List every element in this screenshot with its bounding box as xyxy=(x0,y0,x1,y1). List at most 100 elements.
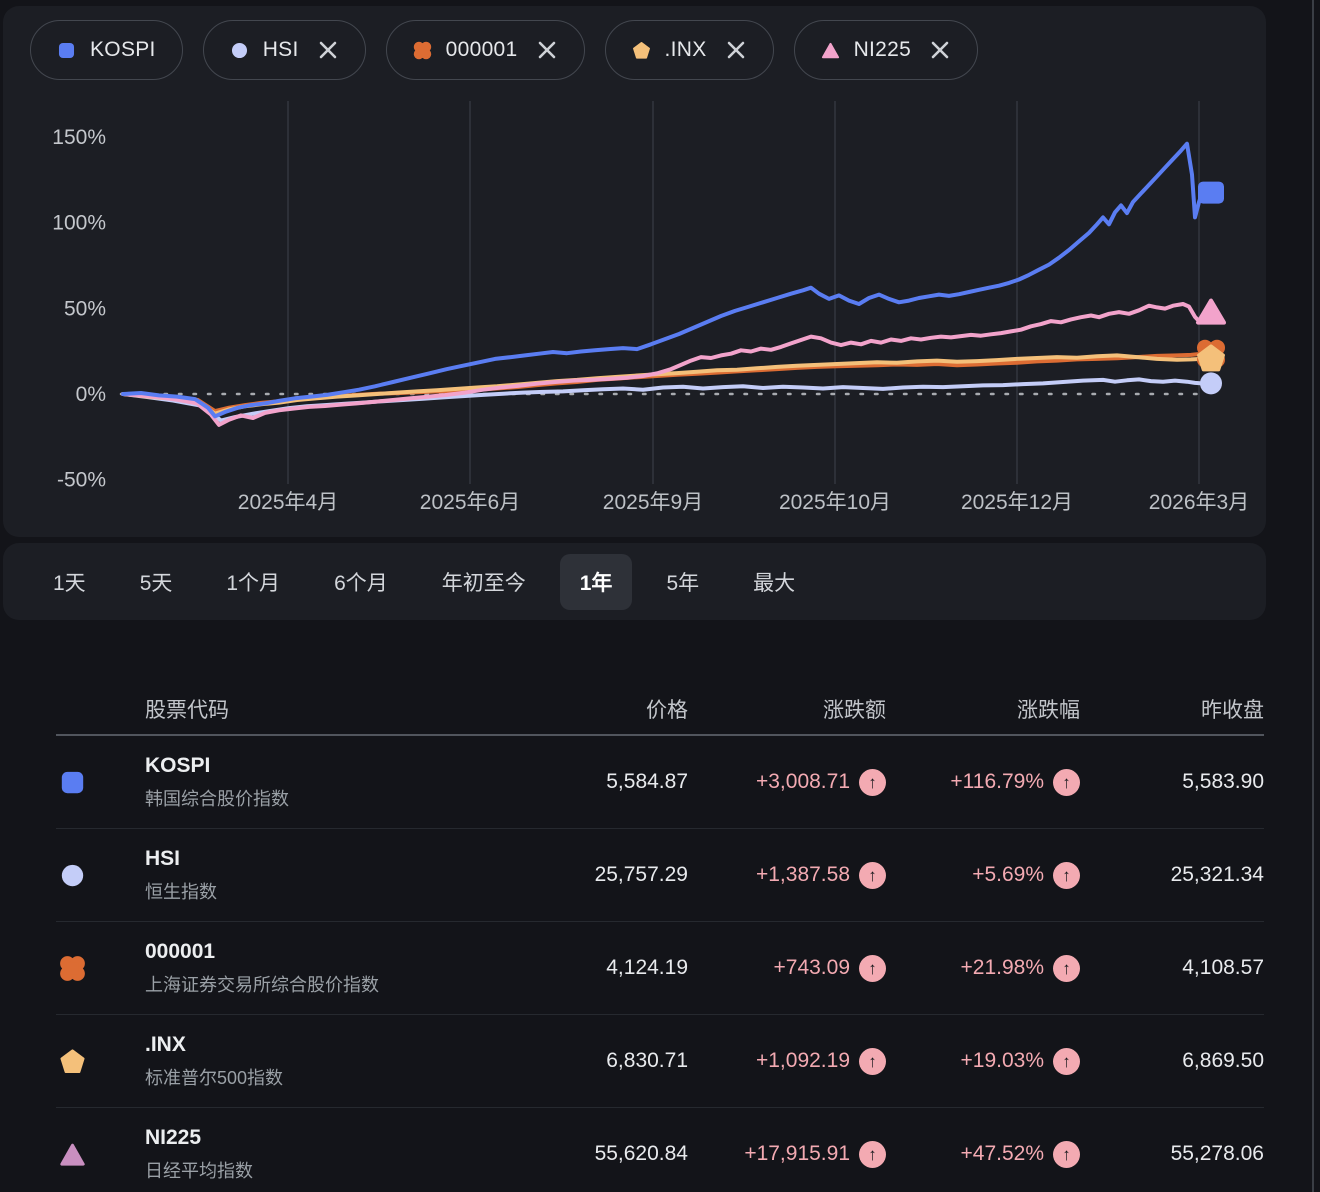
symbol-chip-ni225[interactable]: NI225 xyxy=(793,20,979,80)
close-icon[interactable] xyxy=(317,39,339,61)
time-range-tab-3[interactable]: 1个月 xyxy=(206,554,300,610)
svg-text:2025年9月: 2025年9月 xyxy=(603,491,703,514)
svg-text:-50%: -50% xyxy=(57,469,106,492)
end-marker-circle xyxy=(1200,372,1222,395)
header-prev-close: 昨收盘 xyxy=(1201,698,1264,722)
header-symbol: 股票代码 xyxy=(56,694,518,724)
row-change: +3,008.71 xyxy=(755,770,850,793)
header-price: 价格 xyxy=(646,698,688,722)
time-range-tab-7[interactable]: 5年 xyxy=(646,554,719,610)
square-series-icon xyxy=(56,769,145,796)
pentagon-series-icon xyxy=(632,41,651,60)
clover-series-icon xyxy=(413,41,432,60)
row-index-name: 恒生指数 xyxy=(145,881,217,902)
row-change-pct: +19.03% xyxy=(960,1049,1045,1072)
gridlines xyxy=(287,101,1200,484)
pentagon-series-icon xyxy=(56,1048,145,1075)
symbol-chip-inx[interactable]: .INX xyxy=(604,20,774,80)
row-symbol: NI225 xyxy=(145,1125,202,1149)
row-price: 4,124.19 xyxy=(606,956,688,979)
chip-label: 000001 xyxy=(445,38,518,61)
svg-text:2025年6月: 2025年6月 xyxy=(420,491,520,514)
up-arrow-icon: ↑ xyxy=(859,861,886,889)
up-arrow-icon: ↑ xyxy=(859,1047,886,1075)
row-change-pct: +47.52% xyxy=(960,1142,1045,1165)
row-prev-close: 5,583.90 xyxy=(1182,770,1264,793)
row-symbol: HSI xyxy=(145,846,181,870)
row-change-pct: +116.79% xyxy=(950,770,1044,793)
square-series-icon xyxy=(57,41,76,60)
row-change: +1,387.58 xyxy=(755,863,850,886)
series-line-kospi xyxy=(121,141,1204,419)
end-marker-triangle xyxy=(1196,298,1226,325)
end-marker-square xyxy=(1198,181,1224,204)
chart-panel: KOSPI HSI 000001 .INX NI225 150% 100% 50% 0% -50… xyxy=(3,6,1266,537)
row-change: +743.09 xyxy=(773,956,851,979)
row-prev-close: 4,108.57 xyxy=(1182,956,1264,979)
table-body: KOSPI 韩国综合股价指数 5,584.87 +3,008.71 ↑ +116.79% ↑… xyxy=(56,736,1264,1192)
table-row-hsi[interactable]: HSI 恒生指数 25,757.29 +1,387.58 ↑ +5.69% ↑ 25,321.… xyxy=(56,829,1264,922)
chip-label: KOSPI xyxy=(90,38,156,61)
header-symbol-label: 股票代码 xyxy=(145,698,229,722)
time-range-tab-4[interactable]: 6个月 xyxy=(314,554,408,610)
clover-series-icon xyxy=(56,955,145,982)
symbol-chip-kospi[interactable]: KOSPI xyxy=(30,20,183,80)
time-range-tab-1[interactable]: 1天 xyxy=(33,554,106,610)
up-arrow-icon: ↑ xyxy=(859,1140,886,1168)
row-prev-close: 25,321.34 xyxy=(1170,863,1264,886)
symbol-chip-000001[interactable]: 000001 xyxy=(385,20,585,80)
table-row-000001[interactable]: 000001 上海证券交易所综合股价指数 4,124.19 +743.09 ↑ +21.9… xyxy=(56,922,1264,1015)
chip-label: NI225 xyxy=(853,38,912,61)
svg-text:2025年4月: 2025年4月 xyxy=(238,491,338,514)
row-symbol: 000001 xyxy=(145,939,216,963)
row-index-name: 韩国综合股价指数 xyxy=(145,788,289,809)
table-header: 股票代码 价格 涨跌额 涨跌幅 昨收盘 xyxy=(56,683,1264,736)
row-symbol: KOSPI xyxy=(145,753,211,777)
row-index-name: 标准普尔500指数 xyxy=(145,1067,284,1088)
row-prev-close: 55,278.06 xyxy=(1170,1142,1264,1165)
svg-text:2025年10月: 2025年10月 xyxy=(779,491,891,514)
up-arrow-icon: ↑ xyxy=(859,954,886,982)
circle-series-icon xyxy=(230,41,249,60)
row-change-pct: +21.98% xyxy=(960,956,1045,979)
row-symbol: .INX xyxy=(145,1032,186,1056)
price-comparison-chart[interactable]: 150% 100% 50% 0% -50% 2025年4月 2025年6月 2025年9月 20… xyxy=(3,96,1266,537)
close-icon[interactable] xyxy=(725,39,747,61)
table-row-ni225[interactable]: NI225 日经平均指数 55,620.84 +17,915.91 ↑ +47.52% ↑ 5… xyxy=(56,1108,1264,1192)
series-lines xyxy=(121,141,1204,427)
chip-label: .INX xyxy=(664,38,707,61)
up-arrow-icon: ↑ xyxy=(859,768,886,796)
svg-text:100%: 100% xyxy=(52,212,106,235)
up-arrow-icon: ↑ xyxy=(1053,954,1080,982)
circle-series-icon xyxy=(56,862,145,889)
table-row-kospi[interactable]: KOSPI 韩国综合股价指数 5,584.87 +3,008.71 ↑ +116.79% ↑… xyxy=(56,736,1264,829)
close-icon[interactable] xyxy=(929,39,951,61)
row-price: 6,830.71 xyxy=(606,1049,688,1072)
time-range-bar: 1天 5天 1个月 6个月 年初至今 1年 5年 最大 xyxy=(3,543,1266,620)
up-arrow-icon: ↑ xyxy=(1053,1140,1080,1168)
page-edge-divider xyxy=(1312,0,1314,1192)
time-range-tab-6[interactable]: 1年 xyxy=(559,553,633,610)
header-change: 涨跌额 xyxy=(823,698,886,722)
svg-text:50%: 50% xyxy=(64,297,106,320)
triangle-series-icon xyxy=(56,1141,145,1168)
end-marker-pentagon xyxy=(1197,344,1225,372)
row-price: 5,584.87 xyxy=(606,770,688,793)
svg-text:0%: 0% xyxy=(76,383,106,406)
row-prev-close: 6,869.50 xyxy=(1182,1049,1264,1072)
chip-label: HSI xyxy=(262,38,299,61)
close-icon[interactable] xyxy=(536,39,558,61)
svg-text:150%: 150% xyxy=(52,126,106,149)
quote-table: 股票代码 价格 涨跌额 涨跌幅 昨收盘 KOSPI 韩国综合股价指数 5,584.87 +3,… xyxy=(0,683,1320,1192)
time-range-tab-5[interactable]: 年初至今 xyxy=(422,554,546,610)
time-range-tab-8[interactable]: 最大 xyxy=(733,554,815,610)
table-row-inx[interactable]: .INX 标准普尔500指数 6,830.71 +1,092.19 ↑ +19.03% ↑ 6… xyxy=(56,1015,1264,1108)
time-range-tab-2[interactable]: 5天 xyxy=(120,554,193,610)
header-change-pct: 涨跌幅 xyxy=(1017,698,1080,722)
row-price: 55,620.84 xyxy=(594,1142,688,1165)
up-arrow-icon: ↑ xyxy=(1053,1047,1080,1075)
symbol-chips: KOSPI HSI 000001 .INX NI225 xyxy=(30,20,979,80)
symbol-chip-hsi[interactable]: HSI xyxy=(202,20,366,80)
up-arrow-icon: ↑ xyxy=(1053,861,1080,889)
